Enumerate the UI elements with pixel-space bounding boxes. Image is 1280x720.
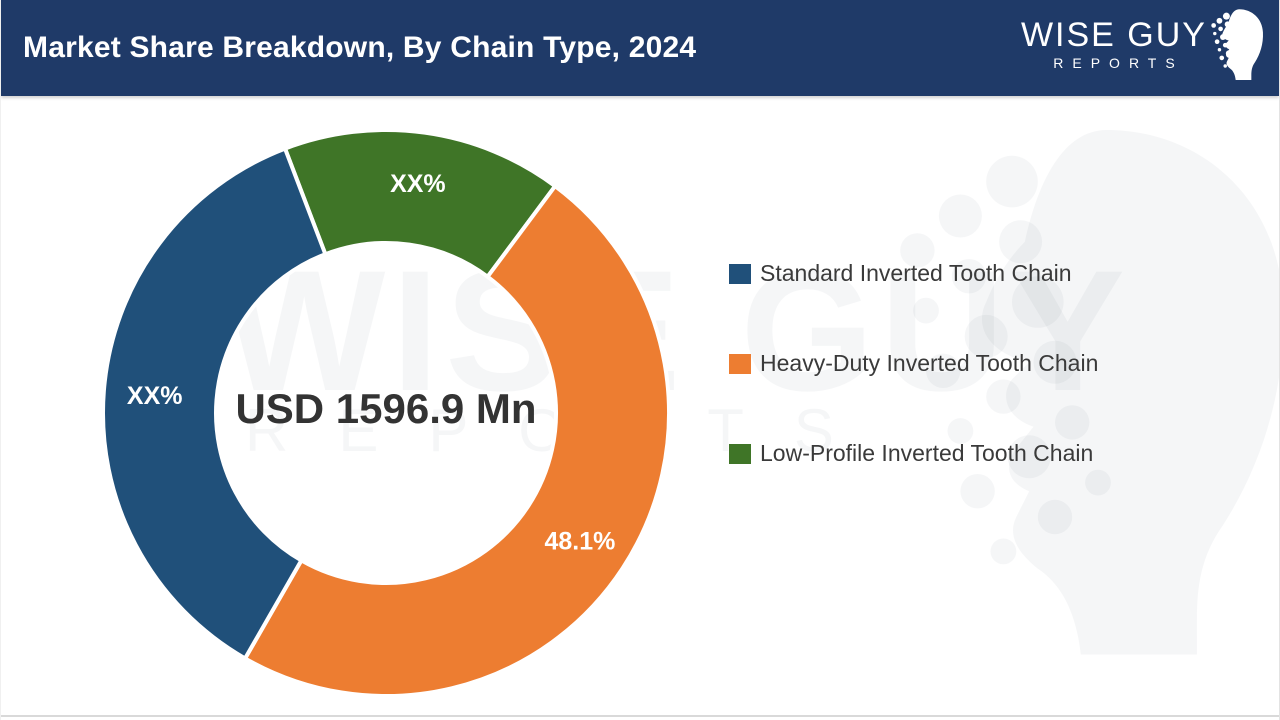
- legend-item-standard[interactable]: Standard Inverted Tooth Chain: [729, 260, 1098, 287]
- header-bar: Market Share Breakdown, By Chain Type, 2…: [1, 0, 1279, 96]
- legend-label-standard: Standard Inverted Tooth Chain: [760, 260, 1072, 286]
- segment-label-1: XX%: [390, 170, 446, 198]
- donut-segment-1[interactable]: [282, 128, 558, 280]
- logo-wordmark-text: WISE GUY: [1020, 15, 1207, 54]
- logo-head-icon: [1209, 8, 1267, 80]
- donut-segment-2[interactable]: [242, 183, 672, 698]
- donut-segment-3[interactable]: [101, 146, 328, 662]
- legend-label-low-profile: Low-Profile Inverted Tooth Chain: [760, 440, 1094, 466]
- center-value: USD 1596.9 Mn: [235, 385, 536, 432]
- legend-swatch-low-profile: [729, 443, 751, 464]
- page-title: Market Share Breakdown, By Chain Type, 2…: [23, 31, 697, 64]
- legend-swatch-heavy-duty: [729, 353, 751, 374]
- logo-reports-text: REPORTS: [1053, 55, 1184, 72]
- legend-item-heavy-duty[interactable]: Heavy-Duty Inverted Tooth Chain: [729, 350, 1098, 377]
- segment-label-2: 48.1%: [545, 527, 616, 555]
- bottom-border-line: [1, 715, 1279, 717]
- legend-label-heavy-duty: Heavy-Duty Inverted Tooth Chain: [760, 350, 1099, 376]
- legend-item-low-profile[interactable]: Low-Profile Inverted Tooth Chain: [729, 440, 1098, 467]
- brand-logo: WISE GUY REPORTS: [1021, 8, 1267, 80]
- segment-label-3: XX%: [127, 382, 183, 410]
- legend: Standard Inverted Tooth Chain Heavy-Duty…: [729, 260, 1098, 467]
- legend-swatch-standard: [729, 263, 751, 284]
- logo-wordmark: WISE GUY REPORTS: [1020, 15, 1207, 72]
